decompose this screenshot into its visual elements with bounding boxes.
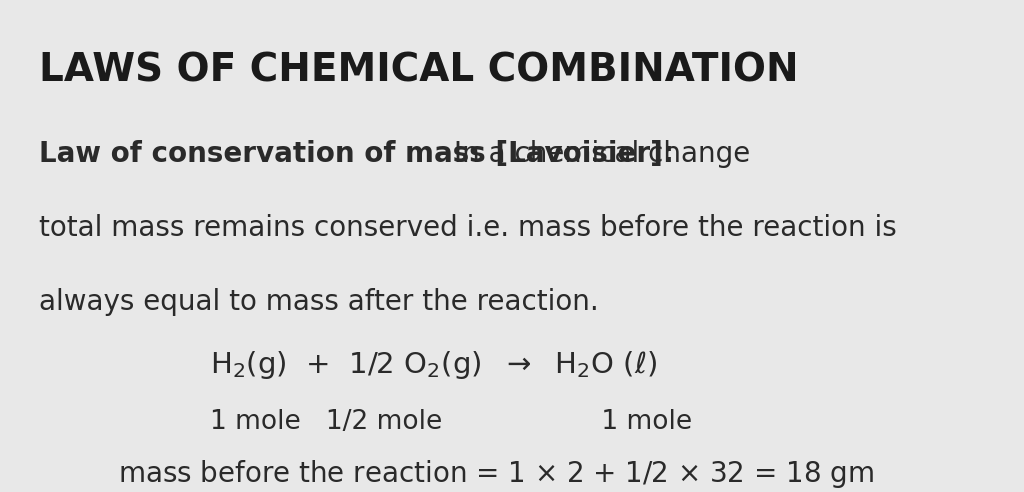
Text: H$_2$(g)  +  1/2 O$_2$(g)  $\rightarrow$  H$_2$O ($\ell$): H$_2$(g) + 1/2 O$_2$(g) $\rightarrow$ H$… xyxy=(210,349,657,381)
Text: mass before the reaction = 1 $\times$ 2 + 1/2 $\times$ 32 = 18 gm: mass before the reaction = 1 $\times$ 2 … xyxy=(118,458,873,490)
Text: In a chemical change: In a chemical change xyxy=(445,140,751,168)
Text: always equal to mass after the reaction.: always equal to mass after the reaction. xyxy=(39,288,599,316)
Text: Law of conservation of mass [Lavoisier]:: Law of conservation of mass [Lavoisier]: xyxy=(39,140,674,168)
Text: LAWS OF CHEMICAL COMBINATION: LAWS OF CHEMICAL COMBINATION xyxy=(39,52,799,90)
Text: 1 mole   1/2 mole                   1 mole: 1 mole 1/2 mole 1 mole xyxy=(210,409,692,435)
Text: total mass remains conserved i.e. mass before the reaction is: total mass remains conserved i.e. mass b… xyxy=(39,214,897,242)
